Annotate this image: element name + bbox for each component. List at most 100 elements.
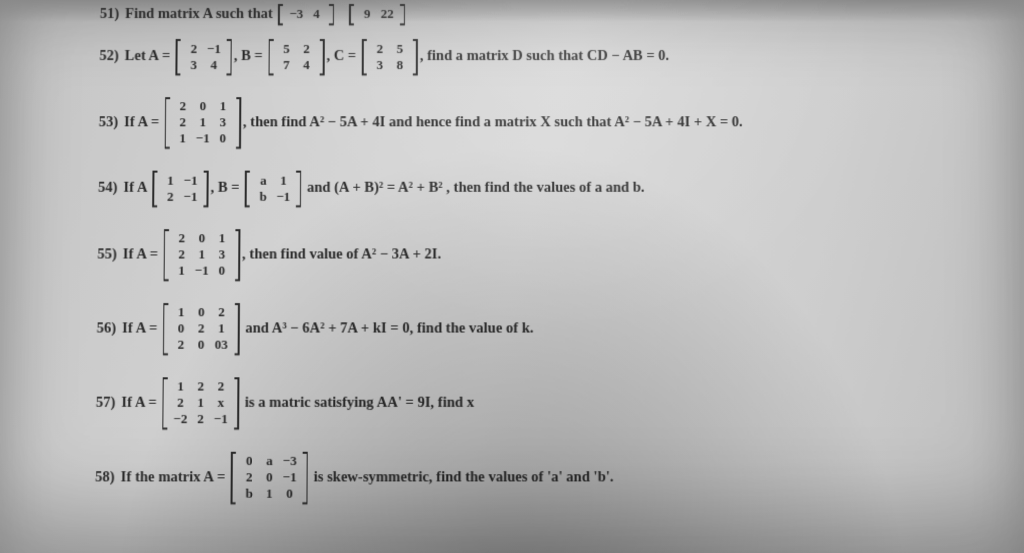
question-number: 51) xyxy=(100,5,120,25)
problem-56: 56) If A = 1020212003 and A³ − 6A² + 7A … xyxy=(96,303,968,355)
matrix: 2538 xyxy=(362,39,418,75)
matrix-cells: 1−12−1 xyxy=(157,171,204,207)
bracket-right xyxy=(319,39,324,75)
matrix-cell: 0 xyxy=(279,486,299,501)
matrix-cell: 0 xyxy=(193,100,213,115)
matrix-cell: −1 xyxy=(192,263,212,278)
matrix-cell: 1 xyxy=(259,486,279,501)
problem-53: 53) If A = 2012131−10, then find A² − 5A… xyxy=(98,97,965,148)
matrix-cell: b xyxy=(253,189,273,204)
problem-text-pre: If A = xyxy=(124,113,163,133)
matrix-cell: 2 xyxy=(171,337,191,352)
matrix-cell: b xyxy=(239,486,259,501)
question-number: 52) xyxy=(99,47,119,67)
matrix-cell: 2 xyxy=(160,189,180,204)
bracket-left xyxy=(163,229,168,281)
bracket-right xyxy=(329,4,334,25)
matrix: 5274 xyxy=(268,39,324,75)
matrix-cell: 2 xyxy=(211,305,231,320)
question-number: 57) xyxy=(96,393,116,413)
matrix-cell: 2 xyxy=(296,42,316,57)
matrix-cells: 2−134 xyxy=(181,39,227,75)
problem-text: Find matrix A such that xyxy=(125,5,276,25)
matrix-cell: 2 xyxy=(172,232,192,247)
bracket-left xyxy=(176,39,181,75)
matrix-cells: 2012131−10 xyxy=(168,229,235,281)
matrix: 0a−320−1b10 xyxy=(231,452,308,504)
matrix-cell: −1 xyxy=(273,189,293,204)
matrix-cell: 0 xyxy=(213,131,233,146)
matrix-cell: 2 xyxy=(170,396,190,411)
matrix-cell: 2 xyxy=(191,380,211,395)
problem-51: 51) Find matrix A such that −34 922 xyxy=(100,4,965,25)
bracket-left xyxy=(278,4,283,25)
matrix-cell: 1 xyxy=(211,321,231,336)
matrix: a1b−1 xyxy=(245,171,301,207)
matrix-cell: 0 xyxy=(191,337,211,352)
problem-text-pre: If A = xyxy=(123,245,162,265)
matrix: −34 xyxy=(278,4,334,25)
matrix-cell: 2 xyxy=(239,470,259,485)
matrix-cell: −2 xyxy=(170,412,190,427)
matrix-cell: −1 xyxy=(180,173,200,188)
matrix-cell: −1 xyxy=(211,412,231,427)
bracket-left xyxy=(162,377,167,429)
bracket-left xyxy=(349,4,354,25)
question-number: 58) xyxy=(95,468,115,488)
problem-text-post: , then find A² − 5A + 4I and hence find … xyxy=(243,113,743,133)
problem-52: 52) Let A = 2−134, B = 5274, C = 2538, f… xyxy=(99,39,965,75)
spacer xyxy=(336,5,347,25)
matrix: 2012131−10 xyxy=(163,229,240,281)
matrix-cell: 7 xyxy=(276,58,296,73)
matrix-cell: 4 xyxy=(296,58,316,73)
matrix-cell: 3 xyxy=(212,247,232,262)
matrix-cell: 1 xyxy=(171,263,191,278)
bracket-right xyxy=(234,377,239,429)
problem-55: 55) If A = 2012131−10, then find value o… xyxy=(97,229,967,281)
matrix-cell: 1 xyxy=(192,247,212,262)
question-number: 55) xyxy=(97,245,117,265)
problem-text-mid: , B = xyxy=(234,47,267,67)
matrix-cell: 1 xyxy=(213,100,233,115)
question-number: 56) xyxy=(97,319,117,339)
matrix-cells: 0a−320−1b10 xyxy=(236,452,303,504)
bracket-right xyxy=(235,229,240,281)
problem-text-post: is skew-symmetric, find the values of 'a… xyxy=(310,468,614,488)
matrix-cell: −3 xyxy=(280,454,300,469)
matrix-cell: a xyxy=(259,454,279,469)
problem-54: 54) If A 1−12−1, B = a1b−1 and (A + B)² … xyxy=(98,171,966,207)
matrix: 1−12−1 xyxy=(152,171,209,207)
bracket-left xyxy=(165,97,170,148)
matrix-cell: 2 xyxy=(173,100,193,115)
matrix-cell: 1 xyxy=(273,173,293,188)
matrix-cells: a1b−1 xyxy=(250,171,296,207)
matrix-cell: 2 xyxy=(190,412,210,427)
bracket-right xyxy=(303,452,308,504)
matrix-cells: −34 xyxy=(283,4,329,25)
matrix: 1020212003 xyxy=(163,303,240,355)
matrix-cell: 3 xyxy=(184,58,204,73)
matrix-cell: 0 xyxy=(192,232,212,247)
problem-text-post: is a matric satisfying AA' = 9I, find x xyxy=(241,393,474,413)
matrix-cell: 1 xyxy=(212,232,232,247)
matrix-cell: a xyxy=(253,173,273,188)
bracket-right xyxy=(296,171,301,207)
matrix-cells: 12221x−22−1 xyxy=(167,377,234,429)
matrix-cell: 5 xyxy=(276,42,296,57)
problems-container: 51) Find matrix A such that −34 92252) L… xyxy=(95,0,970,527)
matrix-cell: 1 xyxy=(170,380,190,395)
matrix-cell: 22 xyxy=(377,7,397,22)
matrix-cells: 2538 xyxy=(367,39,413,75)
matrix-cell: x xyxy=(211,396,231,411)
matrix-cell: 0 xyxy=(191,305,211,320)
problem-text-post: , find a matrix D such that CD − AB = 0. xyxy=(420,47,669,67)
matrix-cell: 0 xyxy=(171,321,191,336)
problem-57: 57) If A = 12221x−22−1 is a matric satis… xyxy=(96,377,969,429)
bracket-right xyxy=(413,39,418,75)
bracket-left xyxy=(152,171,157,207)
bracket-right xyxy=(227,39,232,75)
problem-text-pre: If A xyxy=(123,179,150,199)
bracket-right xyxy=(203,171,208,207)
matrix-cell: 1 xyxy=(191,396,211,411)
bracket-right xyxy=(236,97,241,148)
